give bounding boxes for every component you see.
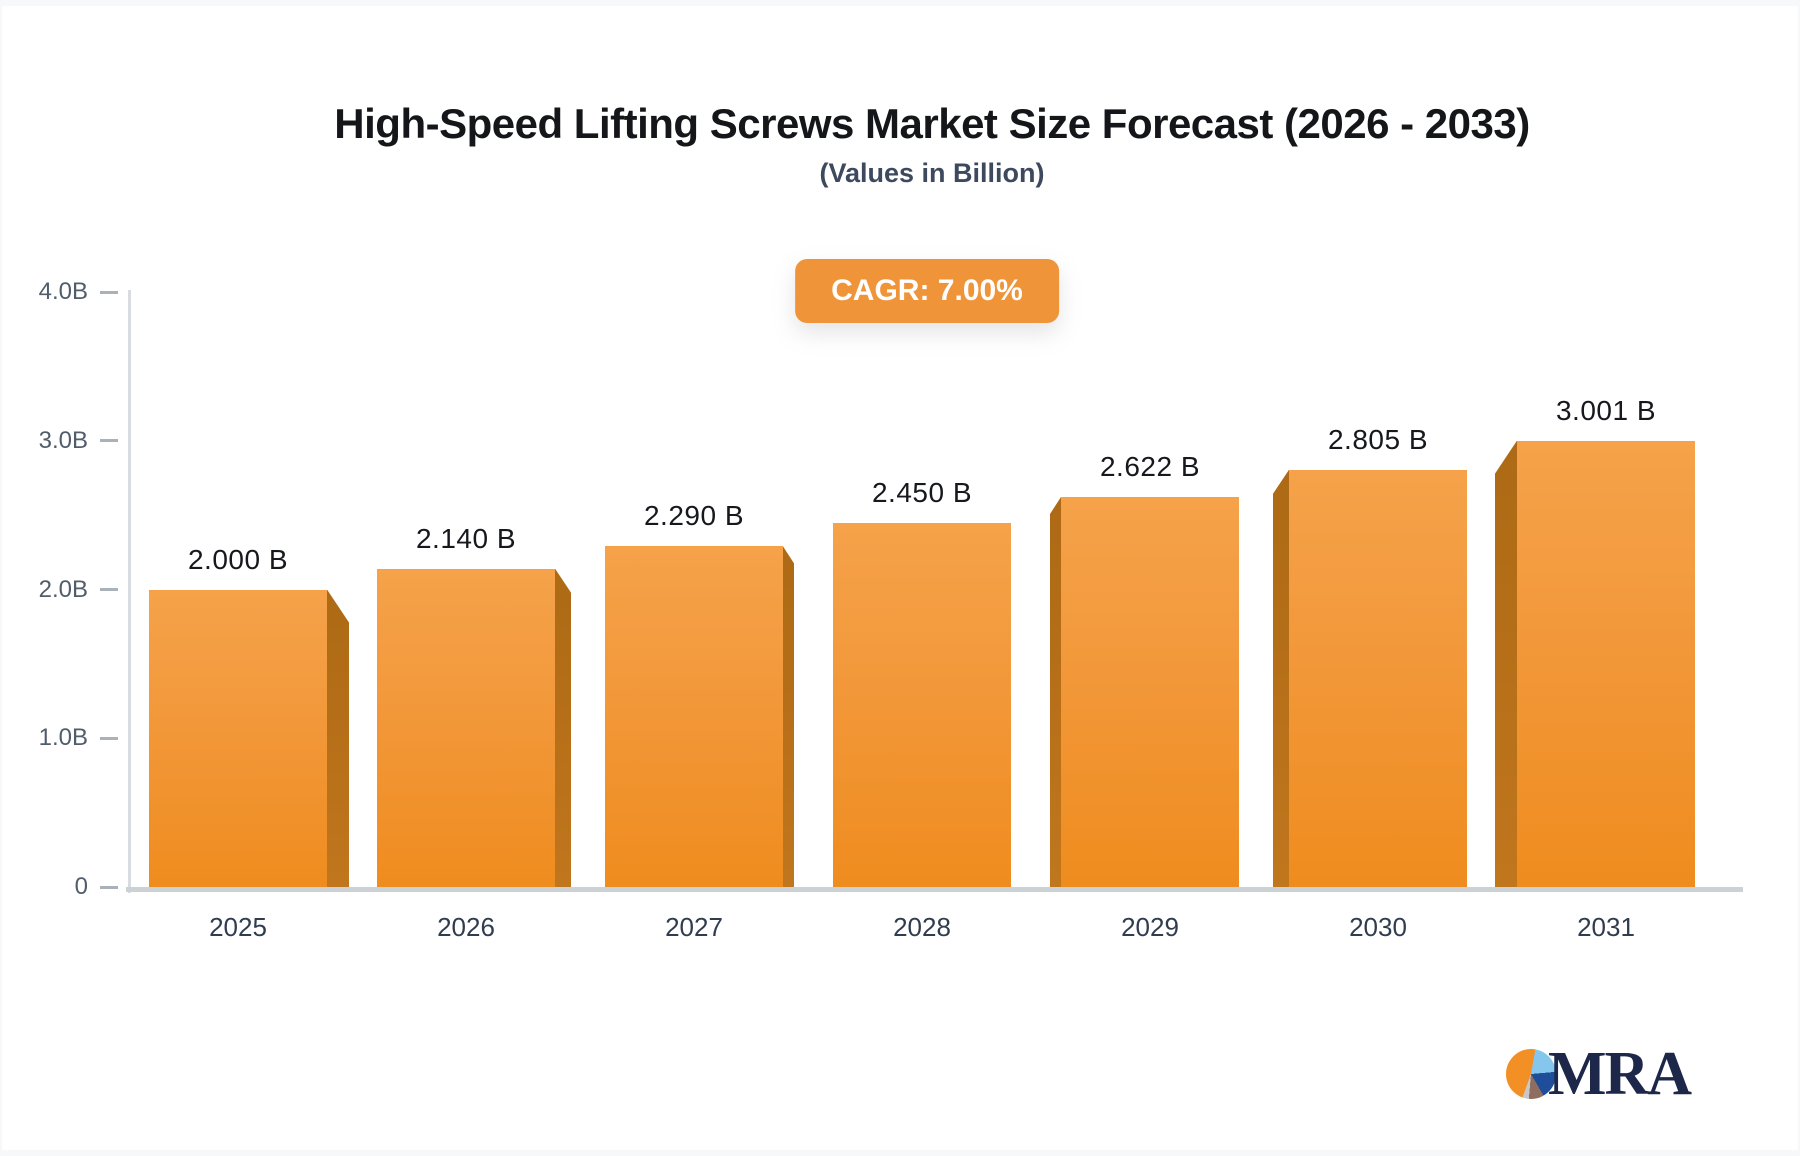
y-tick-dash [100,588,118,591]
y-tick-dash [100,439,118,443]
y-tick-label: 4.0B [38,278,88,305]
y-tick-label: 3.0B [38,426,88,454]
x-axis-line [126,887,1743,892]
bar-value-label: 2.290 B [643,500,745,532]
x-tick-label: 2026 [437,912,495,942]
bar-value-label: 2.450 B [871,476,973,508]
bar [1517,440,1695,887]
cagr-badge: CAGR: 7.00% [795,259,1059,323]
x-tick-label: 2025 [209,912,267,942]
bar-value-label: 2.622 B [1099,450,1201,482]
mra-logo: MRA [1506,1040,1692,1108]
logo-text: MRA [1548,1040,1692,1108]
bar-value-label: 2.805 B [1327,423,1429,455]
y-tick-dash [100,290,118,294]
bar [1061,496,1239,887]
bar-value-label: 2.140 B [415,522,517,554]
bar [377,568,555,887]
x-tick-label: 2027 [665,912,723,942]
y-axis-line [128,290,131,893]
y-tick-dash [100,885,118,889]
chart-subtitle: (Values in Billion) [819,158,1045,188]
bar [1289,469,1467,887]
x-tick-label: 2028 [893,912,951,942]
y-tick-label: 2.0B [38,575,88,603]
bar-side-face [327,589,349,887]
y-tick-dash [100,736,118,740]
bar [605,546,783,887]
bar-side-face [783,546,794,887]
y-tick-label: 1.0B [38,724,88,752]
bar-value-label: 3.001 B [1555,394,1657,426]
y-tick-label: 0 [74,873,88,900]
x-tick-label: 2030 [1349,912,1407,942]
bar [149,589,327,887]
bar-value-label: 2.000 B [187,543,289,575]
bar-side-face [555,568,571,887]
chart-canvas: High-Speed Lifting Screws Market Size Fo… [2,6,1798,1150]
bar [833,522,1011,887]
bar-side-face [1050,496,1061,887]
pie-chart-logo-icon [1506,1049,1556,1099]
x-tick-label: 2031 [1577,912,1635,942]
x-tick-label: 2029 [1121,912,1179,942]
chart-title: High-Speed Lifting Screws Market Size Fo… [334,100,1530,147]
bar-side-face [1495,440,1517,887]
bar-side-face [1273,469,1289,887]
